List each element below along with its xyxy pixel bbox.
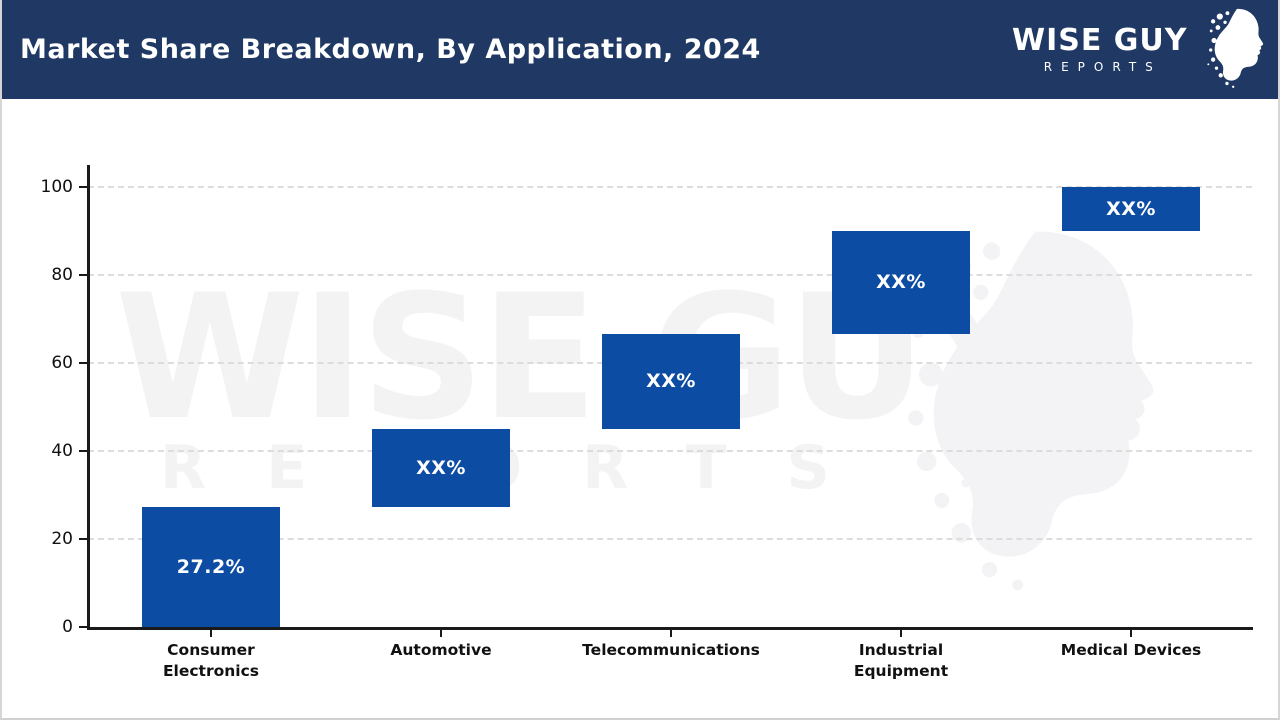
gridline (88, 186, 1252, 188)
x-tick-mark (900, 629, 902, 637)
y-tick-mark (79, 538, 87, 540)
y-tick-mark (79, 362, 87, 364)
y-tick-label: 100 (40, 177, 73, 197)
x-category-label: Automotive (390, 641, 492, 659)
bar-value-label: XX% (876, 271, 926, 294)
x-axis-spine (87, 627, 1253, 630)
y-tick-label: 20 (51, 529, 73, 549)
y-tick-label: 80 (51, 265, 73, 285)
bar-value-label: XX% (1106, 198, 1156, 220)
bar-value-label: XX% (416, 457, 466, 480)
gridline (88, 274, 1252, 276)
y-tick-label: 0 (62, 617, 73, 637)
waterfall-bar: 27.2% (142, 507, 280, 627)
x-category-label: Telecommunications (582, 641, 760, 659)
waterfall-bar: XX% (832, 231, 970, 334)
bar-value-label: XX% (646, 370, 696, 393)
y-tick-mark (79, 186, 87, 188)
brand-logo: WISE GUY REPORTS (1012, 6, 1263, 94)
header-banner: Market Share Breakdown, By Application, … (0, 0, 1280, 99)
page-title: Market Share Breakdown, By Application, … (20, 34, 761, 65)
gridline (88, 538, 1252, 540)
brand-subname: REPORTS (1043, 60, 1162, 74)
dotted-head-icon (1206, 8, 1263, 88)
brand-name: WISE GUY (1012, 23, 1188, 58)
x-tick-mark (440, 629, 442, 637)
brand-logo-text: WISE GUY REPORTS (1012, 23, 1188, 75)
y-tick-label: 60 (51, 353, 73, 373)
y-tick-mark (79, 274, 87, 276)
bar-value-label: 27.2% (176, 556, 246, 579)
gridline (88, 450, 1252, 452)
y-tick-label: 40 (51, 441, 73, 461)
waterfall-bar: XX% (1062, 187, 1200, 231)
x-tick-mark (1130, 629, 1132, 637)
x-category-label: Industrial Equipment (853, 641, 949, 680)
x-tick-mark (670, 629, 672, 637)
y-axis-spine (87, 165, 90, 629)
y-tick-mark (79, 450, 87, 452)
waterfall-bar: XX% (602, 333, 740, 429)
x-category-label: Medical Devices (1060, 641, 1202, 659)
x-tick-mark (210, 629, 212, 637)
y-tick-mark (79, 626, 87, 628)
waterfall-bar: XX% (372, 429, 510, 508)
x-category-label: Consumer Electronics (162, 641, 260, 680)
